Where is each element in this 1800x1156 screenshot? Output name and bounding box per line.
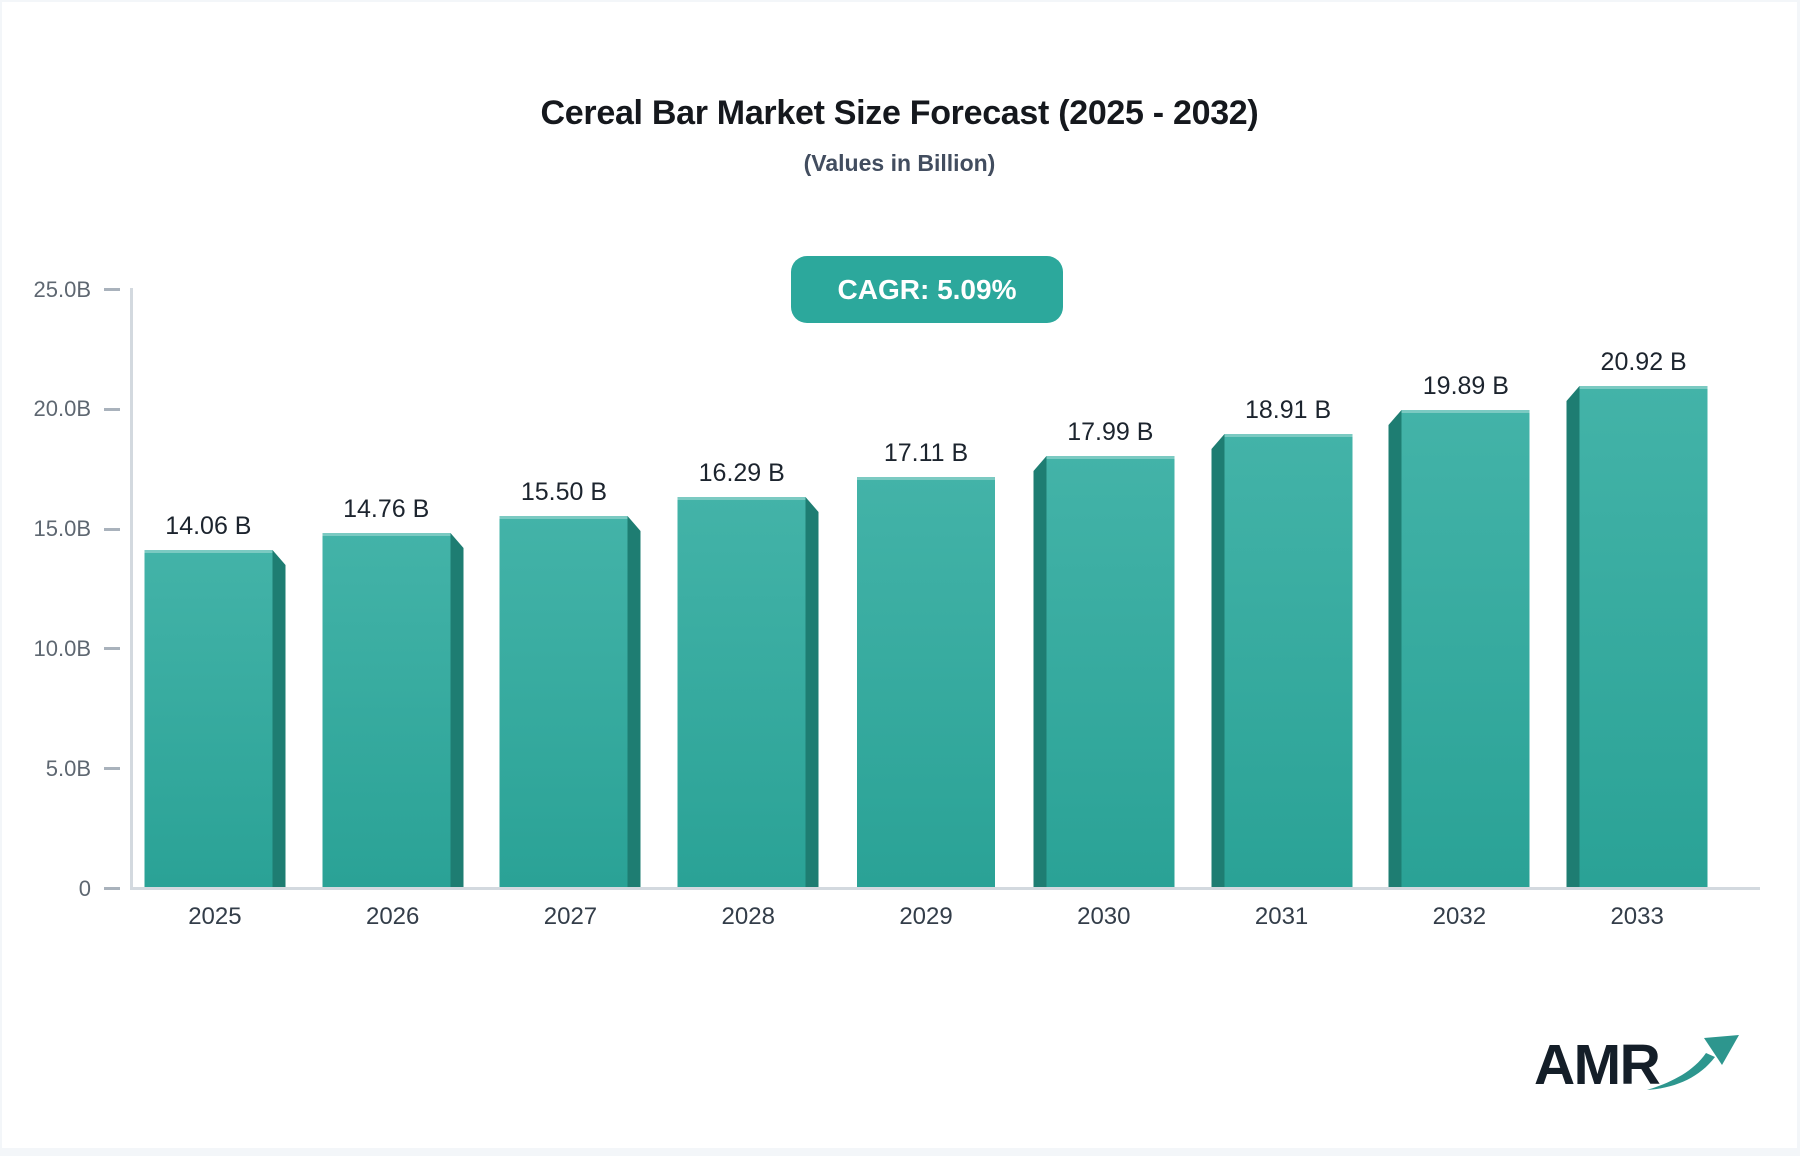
bar: 18.91 B: [1211, 396, 1353, 887]
x-tick-label: 2033: [1610, 903, 1664, 930]
bar-value-label: 18.91 B: [1244, 396, 1332, 424]
bar-slot: 20.92 B 2033: [1548, 288, 1726, 930]
y-tick-label: 15.0B: [33, 516, 92, 542]
bar-slot: 16.29 B 2028: [659, 288, 837, 930]
bar-3d-shape: [1211, 434, 1353, 887]
bar-side-face: [1388, 410, 1402, 887]
bar-value-label: 17.11 B: [883, 439, 969, 467]
bar: 15.50 B: [499, 478, 641, 887]
bar-top-highlight: [322, 533, 451, 536]
bar-side-face: [1033, 456, 1047, 887]
bar-slot: 14.06 B 2025: [126, 288, 304, 930]
x-axis: [130, 887, 1760, 890]
trend-up-arrow-icon: [1647, 1035, 1740, 1090]
bar-top-highlight: [144, 550, 273, 553]
x-tick-label: 2030: [1077, 903, 1131, 930]
y-tick-mark: [104, 767, 120, 771]
bar-3d-shape: [1033, 456, 1175, 887]
bar-side-face: [627, 516, 641, 887]
x-tick-label: 2031: [1254, 903, 1309, 930]
bar-3d-shape: [1388, 410, 1530, 887]
bar-value-label: 20.92 B: [1600, 348, 1687, 376]
x-tick-label: 2025: [188, 903, 242, 930]
bar-value-label: 15.50 B: [520, 478, 608, 506]
bar-side-face: [450, 533, 464, 887]
y-tick-label: 20.0B: [33, 396, 92, 422]
bar: 17.99 B: [1033, 418, 1175, 887]
bar-side-face: [1211, 434, 1225, 887]
x-tick-label: 2027: [543, 903, 598, 930]
bar-value-label: 19.89 B: [1422, 372, 1509, 400]
y-tick-mark: [104, 647, 120, 651]
x-tick-label: 2032: [1432, 903, 1487, 930]
bar: 20.92 B: [1566, 348, 1708, 887]
y-tick-mark: [104, 527, 120, 531]
x-tick-label: 2026: [365, 903, 420, 930]
chart-subtitle: (Values in Billion): [803, 150, 996, 176]
bar-top-highlight: [1579, 386, 1708, 389]
bar-slot: 15.50 B 2027: [482, 288, 660, 930]
bar-slot: 17.99 B 2030: [1015, 288, 1193, 930]
bar-top-highlight: [857, 477, 996, 480]
bar-top-highlight: [1401, 410, 1530, 413]
y-tick-mark: [104, 887, 120, 890]
bar-front-face: [1046, 456, 1175, 887]
plot-area: 0 5.0B 10.0B 15.0B 20.0B 25.0B 14.06 B 2025 14.…: [34, 277, 1760, 930]
bar: 14.06 B: [144, 512, 286, 887]
bar-3d-shape: [677, 497, 819, 887]
bar-side-face: [272, 550, 286, 887]
bar-3d-shape: [144, 550, 286, 887]
y-tick-label: 25.0B: [33, 276, 92, 302]
bar-front-face: [1401, 410, 1530, 887]
amr-logo: AMR: [1534, 1032, 1751, 1098]
bar-front-face: [677, 497, 806, 887]
bar: 16.29 B: [677, 459, 819, 887]
bar-front-face: [144, 550, 273, 887]
x-tick-label: 2029: [899, 903, 953, 930]
bar-top-highlight: [1046, 456, 1175, 459]
bar-front-face: [1224, 434, 1353, 887]
bar-value-label: 17.99 B: [1067, 418, 1154, 446]
bar: 17.11 B: [857, 439, 996, 887]
y-tick-label: 5.0B: [45, 755, 91, 781]
bar: 14.76 B: [322, 495, 464, 887]
y-tick-label: 10.0B: [33, 635, 92, 661]
bar-slot: 17.11 B 2029: [837, 288, 1015, 930]
y-tick-label: 0: [78, 875, 91, 901]
bar-top-highlight: [499, 516, 628, 519]
bar-front-face: [1579, 386, 1708, 887]
bar-value-label: 14.76 B: [343, 495, 430, 523]
bar-3d-shape: [857, 477, 996, 887]
bar-value-label: 16.29 B: [698, 459, 785, 487]
bar-top-highlight: [1224, 434, 1353, 437]
bar-front-face: [499, 516, 628, 887]
bar-slot: 18.91 B 2031: [1193, 288, 1371, 930]
bar-slot: 14.76 B 2026: [304, 288, 482, 930]
bar-front-face: [322, 533, 451, 887]
x-tick-label: 2028: [721, 903, 775, 930]
amr-logo-text: AMR: [1534, 1033, 1661, 1097]
y-axis: [130, 288, 133, 890]
bar-3d-shape: [1566, 386, 1708, 887]
y-tick-mark: [104, 288, 120, 291]
bars-container: 14.06 B 2025 14.76 B 2026 15.50 B 2027 16.29 B…: [126, 288, 1726, 930]
chart-title: Cereal Bar Market Size Forecast (2025 - …: [540, 94, 1259, 132]
bar: 19.89 B: [1388, 372, 1530, 887]
bar-side-face: [1566, 386, 1580, 887]
y-tick-mark: [104, 407, 120, 411]
bar-slot: 19.89 B 2032: [1370, 288, 1548, 930]
bar-top-highlight: [677, 497, 806, 500]
bar-value-label: 14.06 B: [165, 512, 252, 540]
bar-3d-shape: [499, 516, 641, 887]
bar-front-face: [857, 477, 996, 887]
cagr-badge: CAGR: 5.09%: [791, 256, 1063, 323]
bar-side-face: [805, 497, 819, 887]
bar-3d-shape: [322, 533, 464, 887]
